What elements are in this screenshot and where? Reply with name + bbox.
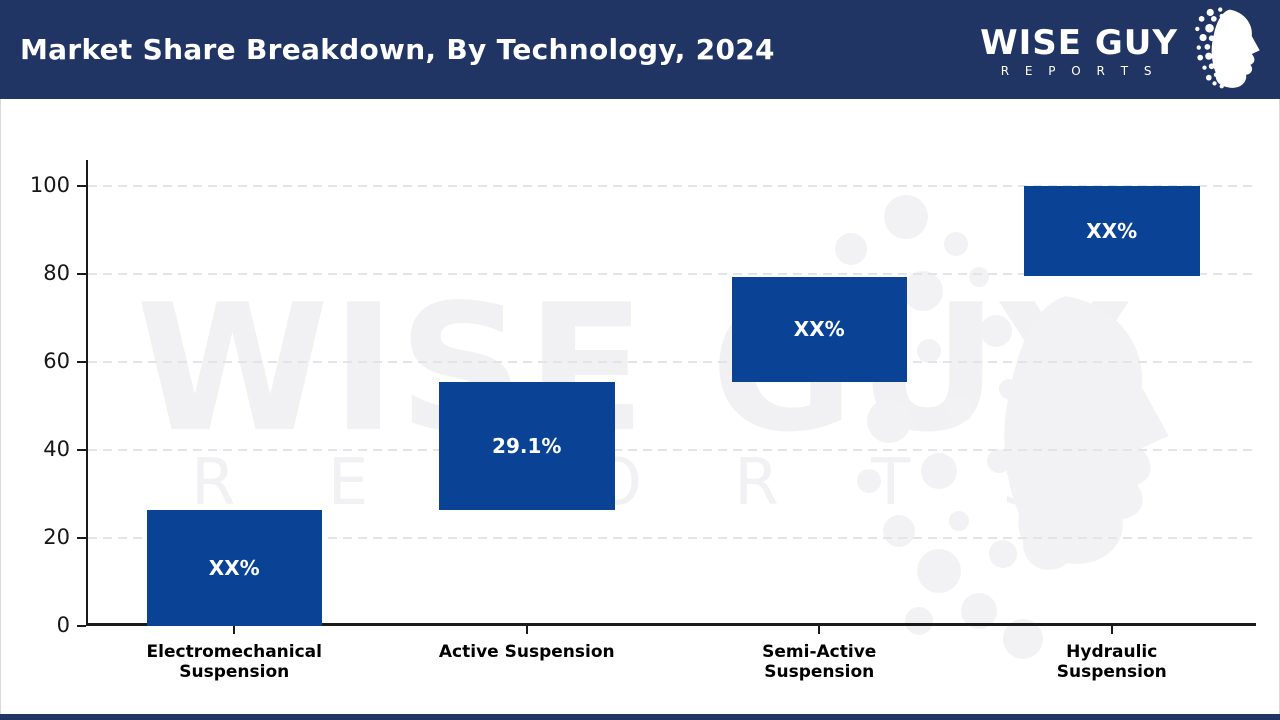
wiseguy-head-icon: [1195, 7, 1260, 89]
x-tick-mark-4: [1110, 626, 1113, 634]
bar-value-label-4: XX%: [1086, 219, 1138, 244]
chart-canvas: WISE GUY R E P O R T S 0 20 40 60 80 100 XX% 29…: [0, 99, 1280, 714]
bar-4: XX%: [1024, 186, 1200, 277]
wiseguy-logo: WISE GUY R E P O R T S: [980, 6, 1268, 92]
x-category-label-3: Semi-Active Suspension: [762, 642, 877, 683]
bar-value-label-2: 29.1%: [492, 434, 562, 459]
y-tick-mark-40: [77, 449, 86, 452]
gridline-60: [88, 361, 1256, 364]
x-category-label-1: Electromechanical Suspension: [146, 642, 322, 683]
gridline-100: [88, 185, 1256, 188]
x-category-label-4: Hydraulic Suspension: [1056, 642, 1167, 683]
y-tick-label-60: 60: [43, 349, 70, 374]
header-bar: Market Share Breakdown, By Technology, 2…: [0, 0, 1280, 99]
x-tick-mark-1: [233, 626, 236, 634]
y-tick-mark-0: [77, 625, 86, 627]
x-tick-mark-2: [525, 626, 528, 634]
y-tick-label-100: 100: [29, 173, 70, 198]
y-tick-label-80: 80: [43, 261, 70, 286]
logo-wordmark: WISE GUY: [980, 23, 1178, 64]
bar-value-label-3: XX%: [793, 317, 845, 342]
bar-2: 29.1%: [439, 382, 615, 511]
bar-3: XX%: [731, 276, 907, 383]
x-category-label-2: Active Suspension: [438, 642, 615, 662]
y-tick-mark-20: [77, 537, 86, 540]
page-title: Market Share Breakdown, By Technology, 2…: [20, 33, 775, 66]
logo-subtitle: R E P O R T S: [1000, 63, 1158, 78]
bar-1: XX%: [146, 510, 322, 626]
gridline-80: [88, 273, 1256, 276]
plot-area: 0 20 40 60 80 100 XX% 29.1% XX% XX% Electromechani…: [30, 160, 1256, 682]
y-tick-mark-80: [77, 273, 86, 276]
x-tick-mark-3: [818, 626, 821, 634]
y-tick-label-20: 20: [43, 525, 70, 550]
y-tick-mark-60: [77, 361, 86, 364]
y-tick-label-0: 0: [56, 613, 70, 637]
gridline-40: [88, 449, 1256, 452]
y-tick-label-40: 40: [43, 437, 70, 462]
wiseguy-logo-text: WISE GUY R E P O R T S: [980, 23, 1178, 78]
bar-value-label-1: XX%: [208, 556, 260, 581]
footer-bar: [0, 714, 1280, 720]
y-tick-mark-100: [77, 185, 86, 188]
gridline-20: [88, 537, 1256, 540]
